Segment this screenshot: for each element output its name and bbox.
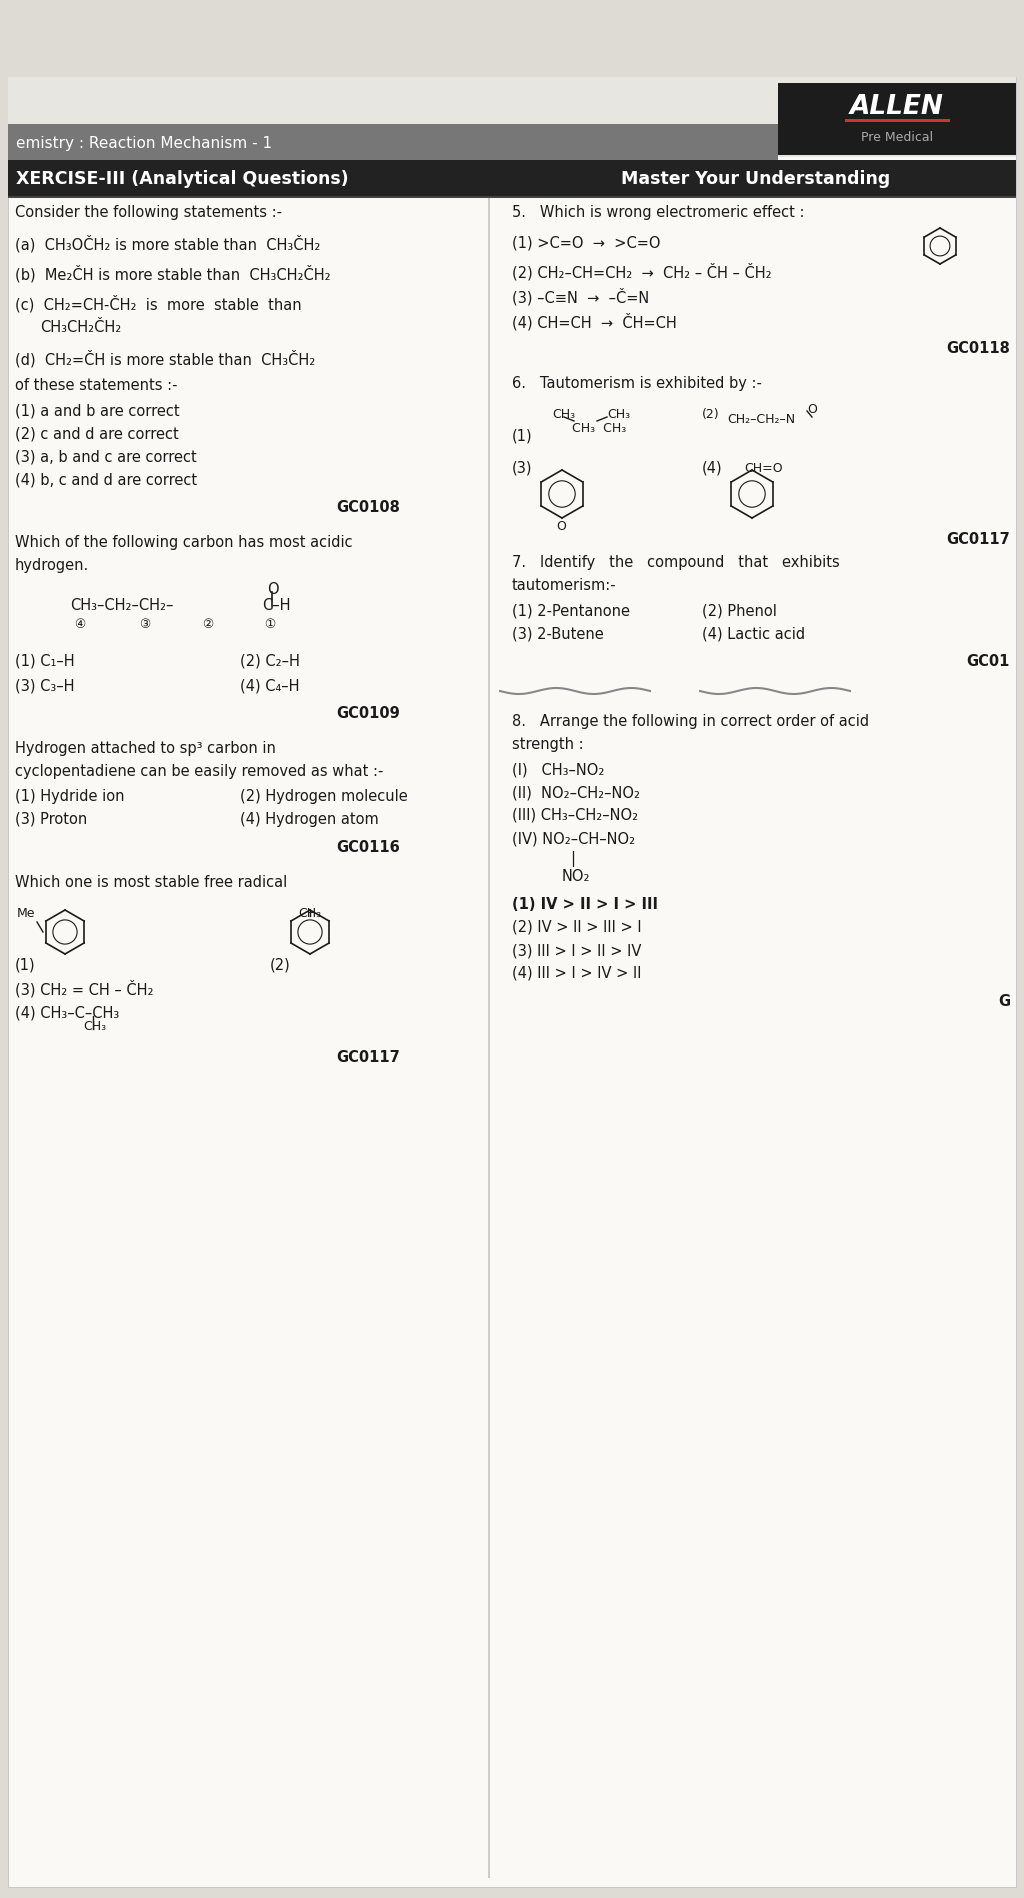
Text: NO₂: NO₂	[562, 869, 591, 884]
Text: (4) C₄–H: (4) C₄–H	[240, 678, 299, 693]
Text: GC0108: GC0108	[336, 499, 400, 514]
Text: CH₃CH₂ČH₂: CH₃CH₂ČH₂	[40, 321, 121, 334]
Text: (1) Hydride ion: (1) Hydride ion	[15, 788, 125, 803]
Bar	[8, 125, 778, 161]
Text: CH₃: CH₃	[83, 1019, 106, 1033]
Text: CH₃: CH₃	[298, 907, 322, 919]
Text: of these statements :-: of these statements :-	[15, 378, 177, 393]
Text: tautomerism:-: tautomerism:-	[512, 577, 616, 592]
Text: GC0118: GC0118	[946, 342, 1010, 355]
Text: CH₃  CH₃: CH₃ CH₃	[572, 421, 627, 435]
Text: (4) Lactic acid: (4) Lactic acid	[702, 626, 805, 642]
Text: emistry : Reaction Mechanism - 1: emistry : Reaction Mechanism - 1	[16, 135, 272, 150]
Text: (2) Phenol: (2) Phenol	[702, 604, 777, 617]
Text: (1): (1)	[512, 427, 532, 442]
Text: ALLEN: ALLEN	[850, 93, 944, 120]
Text: (b)  Me₂ČH is more stable than  CH₃CH₂ČH₂: (b) Me₂ČH is more stable than CH₃CH₂ČH₂	[15, 266, 331, 283]
Text: CH=O: CH=O	[744, 461, 782, 474]
Text: (3) Proton: (3) Proton	[15, 812, 87, 826]
Text: (II)  NO₂–CH₂–NO₂: (II) NO₂–CH₂–NO₂	[512, 784, 640, 799]
Text: Hydrogen attached to sp³ carbon in: Hydrogen attached to sp³ carbon in	[15, 740, 275, 755]
Bar	[8, 197, 1016, 199]
Text: XERCISE-III (Analytical Questions): XERCISE-III (Analytical Questions)	[16, 171, 348, 188]
Text: (3) 2-Butene: (3) 2-Butene	[512, 626, 604, 642]
Text: Me: Me	[17, 907, 36, 919]
Text: (2) C₂–H: (2) C₂–H	[240, 653, 300, 668]
Text: cyclopentadiene can be easily removed as what :-: cyclopentadiene can be easily removed as…	[15, 763, 383, 778]
Text: (4) III > I > IV > II: (4) III > I > IV > II	[512, 966, 641, 981]
Text: ③: ③	[139, 617, 151, 630]
Text: (4) CH₃–C–CH₃: (4) CH₃–C–CH₃	[15, 1004, 119, 1019]
Text: strength :: strength :	[512, 736, 584, 752]
Text: C–H: C–H	[262, 598, 291, 613]
Text: hydrogen.: hydrogen.	[15, 558, 89, 573]
Text: CH₃: CH₃	[552, 408, 575, 421]
Text: (4) Hydrogen atom: (4) Hydrogen atom	[240, 812, 379, 826]
Text: O: O	[556, 520, 566, 533]
Text: ④: ④	[75, 617, 86, 630]
Text: (c)  CH₂=CH-ČH₂  is  more  stable  than: (c) CH₂=CH-ČH₂ is more stable than	[15, 294, 302, 313]
Bar	[488, 199, 490, 1877]
Text: CH₃: CH₃	[607, 408, 630, 421]
Text: |: |	[570, 850, 575, 867]
Text: (IV) NO₂–CH–NO₂: (IV) NO₂–CH–NO₂	[512, 831, 635, 845]
Text: CH₂–CH₂–N: CH₂–CH₂–N	[727, 412, 795, 425]
Text: (2) Hydrogen molecule: (2) Hydrogen molecule	[240, 788, 408, 803]
Text: (1) 2-Pentanone: (1) 2-Pentanone	[512, 604, 630, 617]
Text: (2): (2)	[270, 957, 291, 972]
Text: (4): (4)	[702, 459, 723, 474]
Bar	[778, 84, 1016, 156]
Text: (3) a, b and c are correct: (3) a, b and c are correct	[15, 448, 197, 463]
Text: Consider the following statements :-: Consider the following statements :-	[15, 205, 282, 220]
Text: 5.   Which is wrong electromeric effect :: 5. Which is wrong electromeric effect :	[512, 205, 805, 220]
Text: (3) III > I > II > IV: (3) III > I > II > IV	[512, 943, 641, 957]
Text: (1) IV > II > I > III: (1) IV > II > I > III	[512, 896, 658, 911]
Text: 8.   Arrange the following in correct order of acid: 8. Arrange the following in correct orde…	[512, 714, 869, 729]
Text: (III) CH₃–CH₂–NO₂: (III) CH₃–CH₂–NO₂	[512, 807, 638, 822]
Bar	[8, 78, 1016, 158]
Text: (4) CH=CH  →  ČH=CH: (4) CH=CH → ČH=CH	[512, 313, 677, 330]
Text: 6.   Tautomerism is exhibited by :-: 6. Tautomerism is exhibited by :-	[512, 376, 762, 391]
Text: (2) CH₂–CH=CH₂  →  CH₂ – ČH – ČH₂: (2) CH₂–CH=CH₂ → CH₂ – ČH – ČH₂	[512, 262, 772, 281]
Bar	[8, 161, 496, 197]
Text: (1) >C=O  →  >C=O: (1) >C=O → >C=O	[512, 235, 660, 251]
Text: (3) –C≡N  →  –Č=N: (3) –C≡N → –Č=N	[512, 288, 649, 306]
Text: GC0117: GC0117	[946, 531, 1010, 547]
Text: (3) CH₂ = CH – ČH₂: (3) CH₂ = CH – ČH₂	[15, 979, 154, 996]
Text: (1): (1)	[15, 957, 36, 972]
Bar	[845, 120, 950, 123]
Text: (a)  CH₃OČH₂ is more stable than  CH₃ČH₂: (a) CH₃OČH₂ is more stable than CH₃ČH₂	[15, 235, 321, 252]
Text: (3): (3)	[512, 459, 532, 474]
Text: GC0109: GC0109	[336, 706, 400, 721]
Text: GC0116: GC0116	[336, 839, 400, 854]
Text: (4) b, c and d are correct: (4) b, c and d are correct	[15, 473, 198, 486]
Text: ②: ②	[203, 617, 214, 630]
Text: (2) c and d are correct: (2) c and d are correct	[15, 425, 179, 440]
Text: 7.   Identify   the   compound   that   exhibits: 7. Identify the compound that exhibits	[512, 554, 840, 569]
Text: (2): (2)	[702, 408, 720, 421]
Text: CH₃–CH₂–CH₂–: CH₃–CH₂–CH₂–	[70, 598, 173, 613]
Text: O: O	[807, 402, 817, 416]
Text: (3) C₃–H: (3) C₃–H	[15, 678, 75, 693]
Text: (1) a and b are correct: (1) a and b are correct	[15, 402, 179, 418]
Text: Which one is most stable free radical: Which one is most stable free radical	[15, 875, 288, 890]
Text: Master Your Understanding: Master Your Understanding	[622, 171, 891, 188]
Text: G: G	[997, 993, 1010, 1008]
Text: (1) C₁–H: (1) C₁–H	[15, 653, 75, 668]
Text: ①: ①	[264, 617, 275, 630]
Text: Which of the following carbon has most acidic: Which of the following carbon has most a…	[15, 535, 352, 550]
Text: GC01: GC01	[967, 653, 1010, 668]
Text: GC0117: GC0117	[336, 1050, 400, 1065]
Text: O: O	[267, 581, 279, 596]
Text: Pre Medical: Pre Medical	[861, 131, 933, 144]
Text: (2) IV > II > III > I: (2) IV > II > III > I	[512, 919, 642, 934]
Bar	[496, 161, 1016, 197]
Text: (d)  CH₂=ČH is more stable than  CH₃ČH₂: (d) CH₂=ČH is more stable than CH₃ČH₂	[15, 349, 315, 368]
Text: (I)   CH₃–NO₂: (I) CH₃–NO₂	[512, 761, 604, 776]
